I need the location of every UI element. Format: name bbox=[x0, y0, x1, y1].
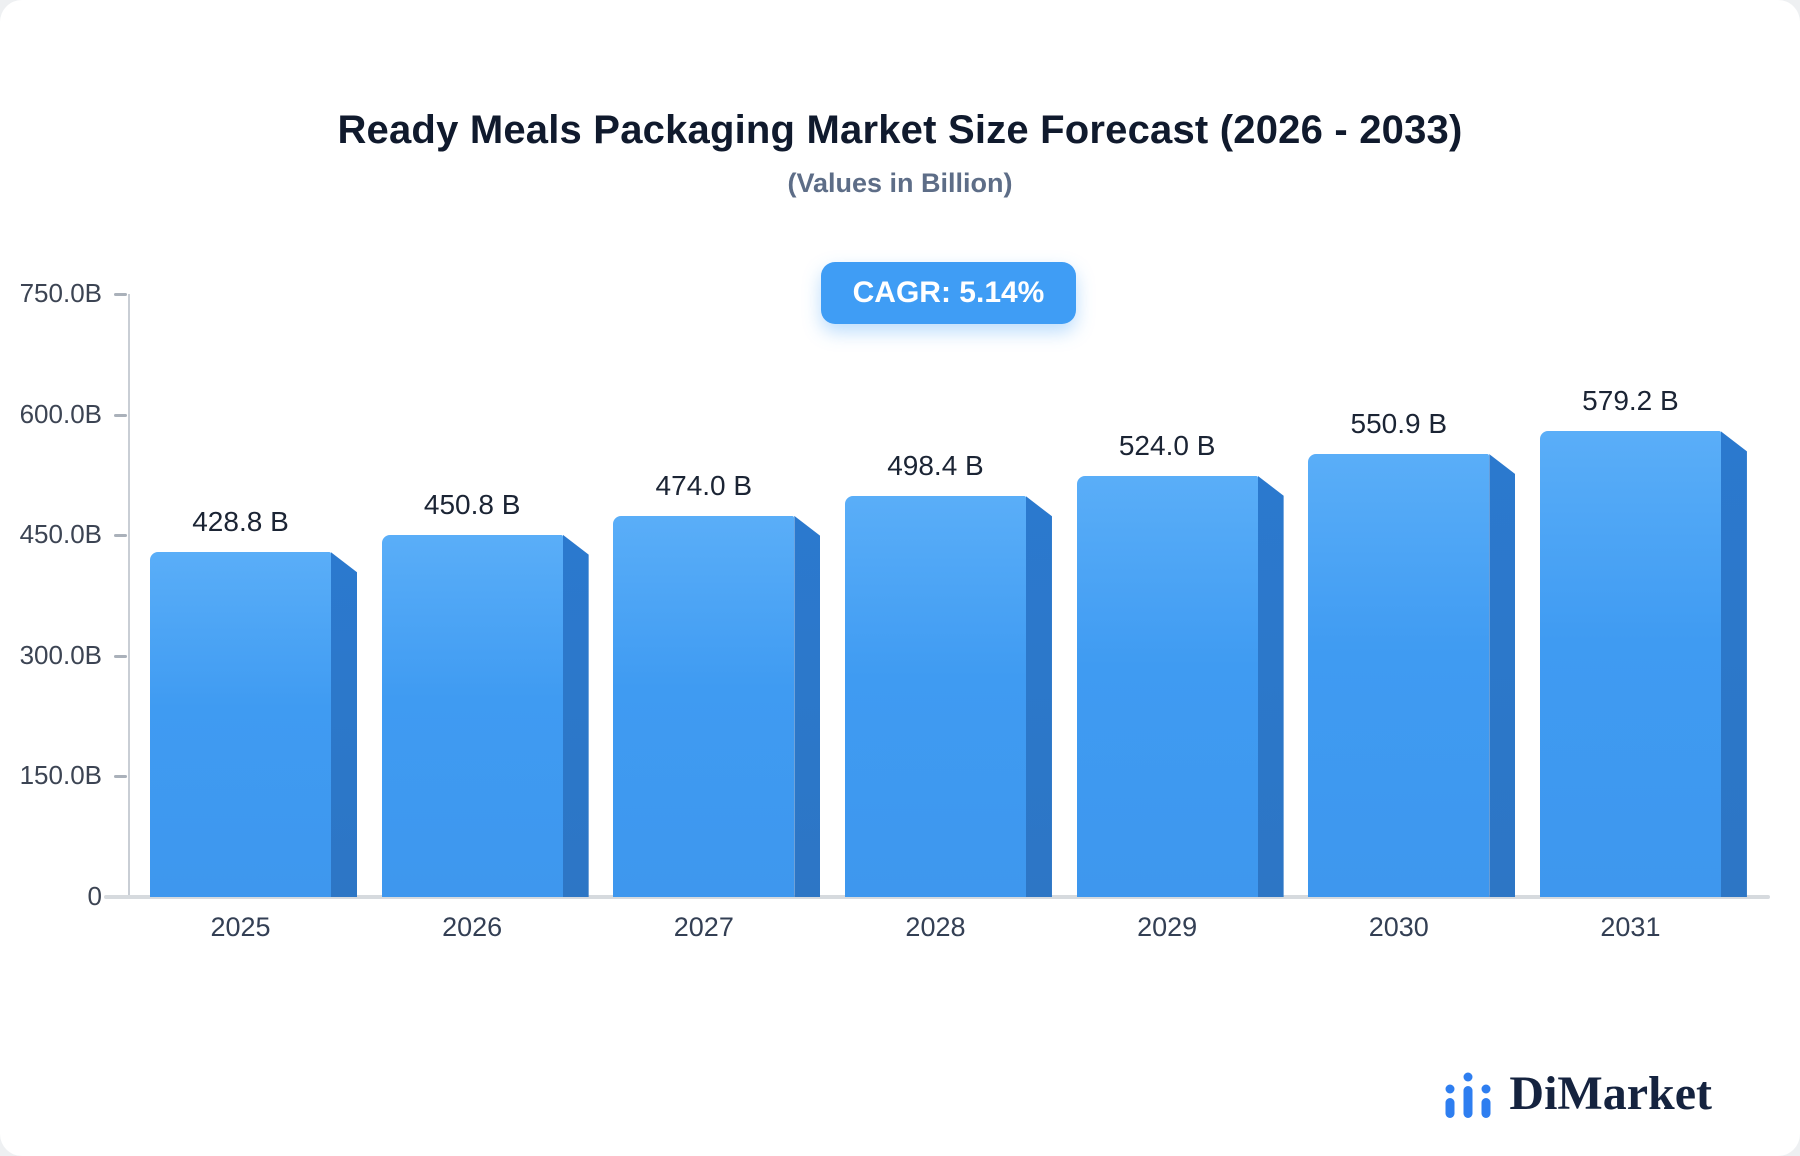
bar-group-2028: 498.4 B bbox=[844, 294, 1052, 897]
bar-group-2030: 550.9 B bbox=[1308, 294, 1515, 897]
bar-group-2027: 474.0 B bbox=[613, 294, 820, 897]
bar-group-2025: 428.8 B bbox=[150, 294, 357, 897]
bar-value-label: 524.0 B bbox=[1118, 429, 1216, 461]
y-tick-label: 450.0B bbox=[19, 519, 102, 550]
x-axis-label: 2028 bbox=[905, 912, 966, 942]
y-tick-label: 150.0B bbox=[19, 760, 102, 791]
bar-2029[interactable] bbox=[1076, 475, 1258, 897]
bar-2025[interactable] bbox=[150, 552, 331, 897]
y-tick-mark bbox=[114, 775, 127, 779]
y-tick-mark bbox=[114, 654, 127, 658]
plot-area: 428.8 B 450.8 B 474.0 B 498.4 B 524.0 B 550.9… bbox=[128, 294, 1769, 897]
y-tick-label: 600.0B bbox=[19, 398, 102, 429]
cagr-badge-row: CAGR: 5.14% bbox=[128, 262, 1769, 324]
bar-2031[interactable] bbox=[1539, 431, 1721, 897]
y-axis-line bbox=[128, 294, 130, 897]
y-tick-label: 0 bbox=[87, 881, 102, 911]
bar-2027[interactable] bbox=[613, 515, 795, 897]
x-axis-label: 2030 bbox=[1368, 912, 1429, 942]
chart-subtitle: (Values in Billion) bbox=[787, 168, 1013, 198]
x-axis-label: 2026 bbox=[442, 912, 503, 942]
bar-value-label: 450.8 B bbox=[423, 488, 521, 520]
bar-chart-icon bbox=[1445, 1072, 1491, 1118]
x-axis-label: 2027 bbox=[673, 912, 734, 942]
x-axis-label: 2029 bbox=[1137, 912, 1198, 942]
bar-2030[interactable] bbox=[1308, 454, 1490, 897]
y-tick-mark bbox=[114, 413, 127, 417]
chart-title: Ready Meals Packaging Market Size Foreca… bbox=[337, 108, 1463, 152]
y-tick-mark bbox=[114, 534, 127, 538]
x-axis-label: 2025 bbox=[210, 912, 271, 942]
bar-value-label: 579.2 B bbox=[1582, 385, 1679, 417]
cagr-badge[interactable]: CAGR: 5.14% bbox=[820, 262, 1077, 324]
bar-group-2031: 579.2 B bbox=[1539, 294, 1747, 897]
bar-value-label: 428.8 B bbox=[192, 506, 289, 538]
bar-value-label: 474.0 B bbox=[655, 469, 753, 501]
brand-logo: DiMarket bbox=[1443, 1068, 1712, 1118]
bar-value-label: 498.4 B bbox=[887, 450, 984, 482]
x-axis: 2025 2026 2027 2028 2029 2030 2031 bbox=[128, 912, 1769, 943]
y-axis: 750.0B 600.0B 450.0B 300.0B 150.0B 0 bbox=[0, 278, 128, 911]
bar-group-2026: 450.8 B bbox=[381, 294, 589, 897]
bar-value-label: 550.9 B bbox=[1350, 408, 1448, 440]
bar-group-2029: 524.0 B bbox=[1076, 294, 1284, 897]
brand-name: DiMarket bbox=[1509, 1067, 1712, 1120]
x-axis-line bbox=[104, 895, 1770, 899]
bar-2026[interactable] bbox=[381, 534, 563, 897]
bar-2028[interactable] bbox=[844, 496, 1026, 897]
y-tick-mark bbox=[114, 293, 127, 296]
y-tick-label: 300.0B bbox=[19, 639, 102, 670]
x-axis-label: 2031 bbox=[1600, 912, 1661, 942]
y-tick-label: 750.0B bbox=[19, 278, 102, 308]
